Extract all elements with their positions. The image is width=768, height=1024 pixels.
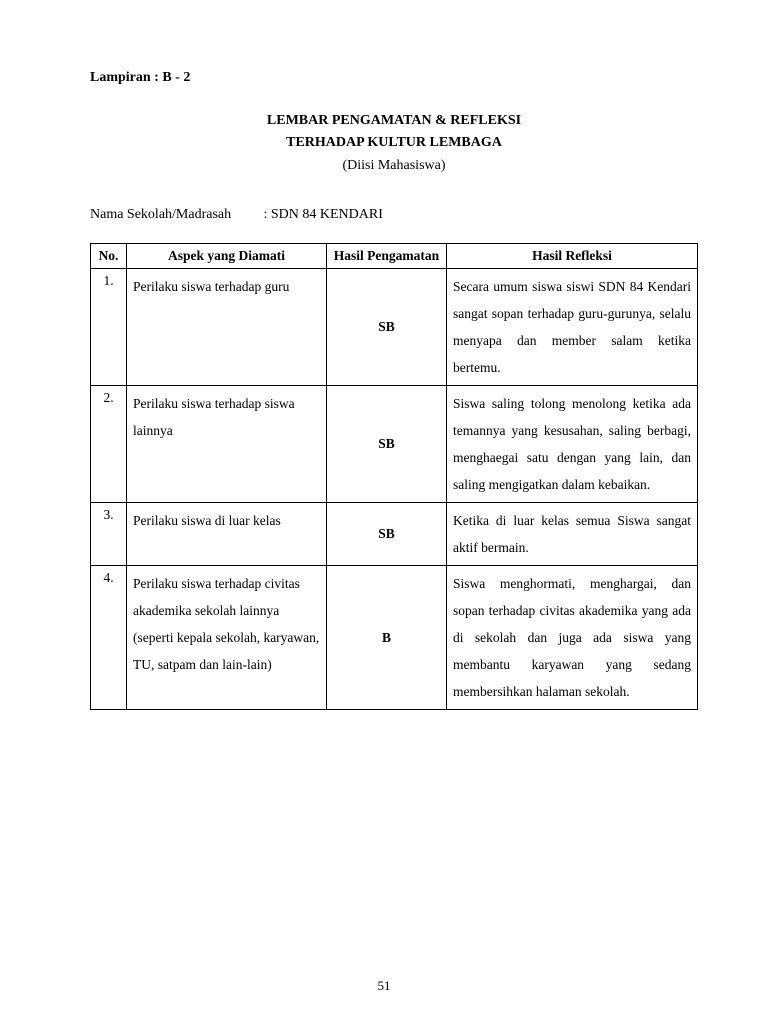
cell-no: 1.	[91, 269, 127, 386]
cell-hasil-refleksi: Siswa saling tolong menolong ketika ada …	[447, 386, 698, 503]
header-hasil-pengamatan: Hasil Pengamatan	[327, 244, 447, 269]
cell-hasil-pengamatan: SB	[327, 503, 447, 566]
school-row: Nama Sekolah/Madrasah : SDN 84 KENDARI	[90, 207, 698, 223]
title-line-2: TERHADAP KULTUR LEMBAGA	[90, 132, 698, 154]
table-row: 3. Perilaku siswa di luar kelas SB Ketik…	[91, 503, 698, 566]
subtitle: (Diisi Mahasiswa)	[90, 155, 698, 177]
school-label: Nama Sekolah/Madrasah	[90, 207, 260, 223]
cell-aspek: Perilaku siswa di luar kelas	[127, 503, 327, 566]
cell-no: 2.	[91, 386, 127, 503]
cell-hasil-pengamatan: SB	[327, 269, 447, 386]
header-hasil-refleksi: Hasil Refleksi	[447, 244, 698, 269]
table-header-row: No. Aspek yang Diamati Hasil Pengamatan …	[91, 244, 698, 269]
cell-no: 3.	[91, 503, 127, 566]
table-row: 1. Perilaku siswa terhadap guru SB Secar…	[91, 269, 698, 386]
attachment-label: Lampiran : B - 2	[90, 70, 698, 86]
table-row: 4. Perilaku siswa terhadap civitas akade…	[91, 566, 698, 710]
header-aspek: Aspek yang Diamati	[127, 244, 327, 269]
cell-hasil-pengamatan: SB	[327, 386, 447, 503]
cell-aspek: Perilaku siswa terhadap siswa lainnya	[127, 386, 327, 503]
table-row: 2. Perilaku siswa terhadap siswa lainnya…	[91, 386, 698, 503]
cell-hasil-pengamatan: B	[327, 566, 447, 710]
cell-hasil-refleksi: Siswa menghormati, menghargai, dan sopan…	[447, 566, 698, 710]
observation-table: No. Aspek yang Diamati Hasil Pengamatan …	[90, 243, 698, 710]
cell-no: 4.	[91, 566, 127, 710]
cell-hasil-refleksi: Secara umum siswa siswi SDN 84 Kendari s…	[447, 269, 698, 386]
title-block: LEMBAR PENGAMATAN & REFLEKSI TERHADAP KU…	[90, 110, 698, 177]
title-line-1: LEMBAR PENGAMATAN & REFLEKSI	[90, 110, 698, 132]
cell-aspek: Perilaku siswa terhadap guru	[127, 269, 327, 386]
header-no: No.	[91, 244, 127, 269]
school-value: : SDN 84 KENDARI	[264, 207, 383, 222]
cell-hasil-refleksi: Ketika di luar kelas semua Siswa sangat …	[447, 503, 698, 566]
cell-aspek: Perilaku siswa terhadap civitas akademik…	[127, 566, 327, 710]
page-number: 51	[0, 978, 768, 994]
